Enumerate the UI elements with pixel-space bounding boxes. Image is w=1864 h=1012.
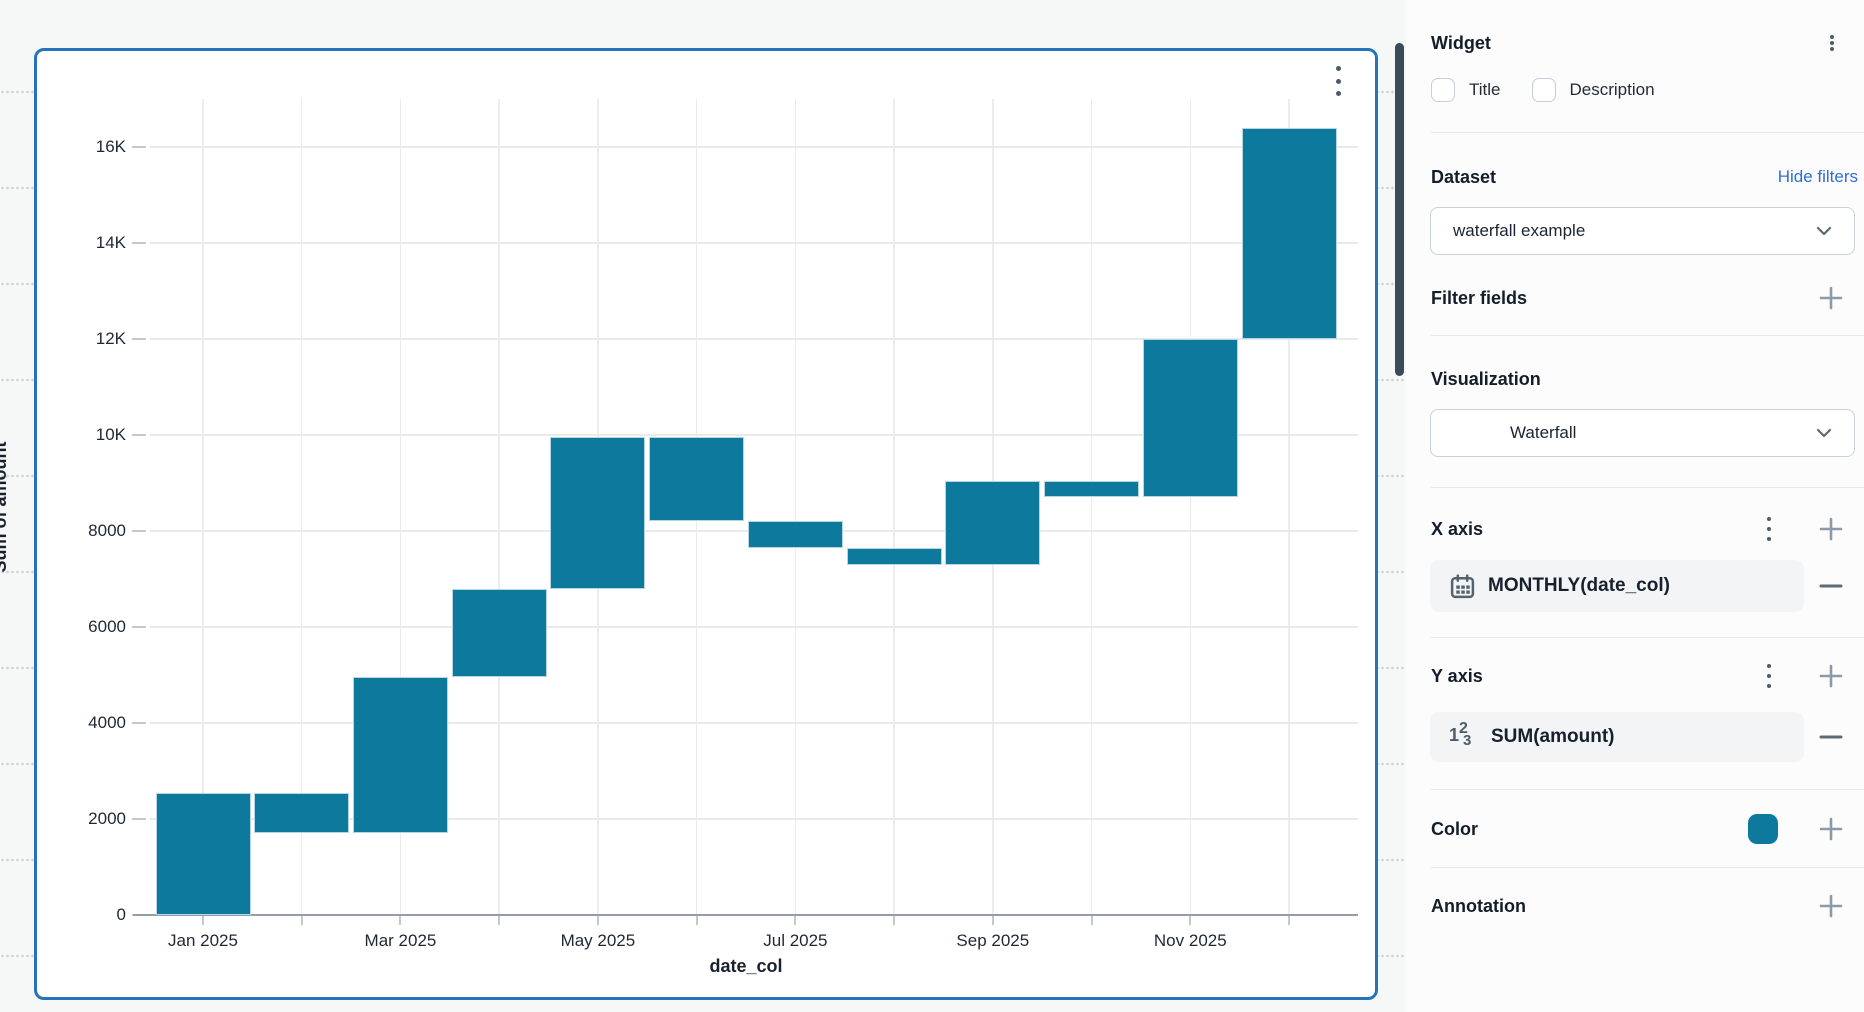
divider [1431,132,1864,133]
divider [1431,867,1864,868]
waterfall-bar[interactable] [155,792,251,915]
annotation-section-label: Annotation [1431,895,1526,916]
visualization-section-label: Visualization [1431,368,1541,389]
remove-y-axis-field-icon[interactable] [1817,723,1845,751]
divider [1431,487,1864,488]
waterfall-bar[interactable] [846,547,942,565]
visualization-select[interactable]: Waterfall [1430,409,1855,457]
add-filter-field-icon[interactable] [1817,284,1845,312]
description-checkbox-label: Description [1569,80,1655,99]
x-axis-options-kebab-icon[interactable] [1767,515,1771,544]
description-checkbox[interactable] [1531,78,1556,102]
add-y-axis-field-icon[interactable] [1817,662,1845,690]
waterfall-bar[interactable] [550,437,646,589]
waterfall-bar[interactable] [747,521,843,548]
hide-filters-link[interactable]: Hide filters [1777,167,1858,186]
x-axis-field-chip[interactable]: MONTHLY(date_col) [1430,560,1804,612]
waterfall-bar[interactable] [945,480,1041,565]
waterfall-bar[interactable] [352,677,448,834]
dataset-select[interactable]: waterfall example [1430,207,1855,255]
remove-x-axis-field-icon[interactable] [1817,572,1845,600]
widget-config-sidebar: Widget Title Description Dataset Hide fi… [1406,0,1864,1012]
add-x-axis-field-icon[interactable] [1817,515,1845,543]
dataset-section-label: Dataset [1431,166,1497,187]
x-axis-section-label: X axis [1431,518,1484,539]
y-axis-section-label: Y axis [1431,665,1483,686]
waterfall-bar[interactable] [649,437,745,522]
add-annotation-icon[interactable] [1817,892,1845,920]
chevron-down-icon [1816,226,1832,236]
waterfall-bar[interactable] [254,792,350,834]
y-axis-field-value: SUM(amount) [1491,726,1615,747]
color-swatch[interactable] [1748,814,1778,844]
waterfall-bar[interactable] [1241,127,1337,339]
y-axis-title: Sum of amount [0,441,10,573]
chevron-down-icon [1816,428,1832,438]
visualization-selected-value: Waterfall [1510,423,1577,442]
x-axis-field-value: MONTHLY(date_col) [1488,575,1670,596]
waterfall-chart-icon [1448,411,1502,455]
y-axis-options-kebab-icon[interactable] [1767,662,1771,691]
waterfall-bar[interactable] [451,588,547,678]
widget-menu-icon[interactable] [1330,66,1346,96]
divider [1431,637,1864,638]
add-color-field-icon[interactable] [1817,815,1845,843]
vertical-scrollbar[interactable] [1395,43,1404,376]
calendar-icon [1450,573,1475,598]
waterfall-bar[interactable] [1142,339,1238,498]
dataset-selected-value: waterfall example [1453,221,1586,240]
widget-options-kebab-icon[interactable] [1830,33,1834,52]
color-section-label: Color [1431,818,1478,839]
title-checkbox[interactable] [1431,78,1455,102]
title-checkbox-label: Title [1469,80,1501,99]
sidebar-title: Widget [1431,32,1491,53]
chart-widget-panel[interactable] [34,48,1378,1000]
divider [1431,789,1864,790]
divider [1431,335,1864,336]
filter-fields-section-label: Filter fields [1431,287,1528,308]
waterfall-bar[interactable] [1044,480,1140,498]
